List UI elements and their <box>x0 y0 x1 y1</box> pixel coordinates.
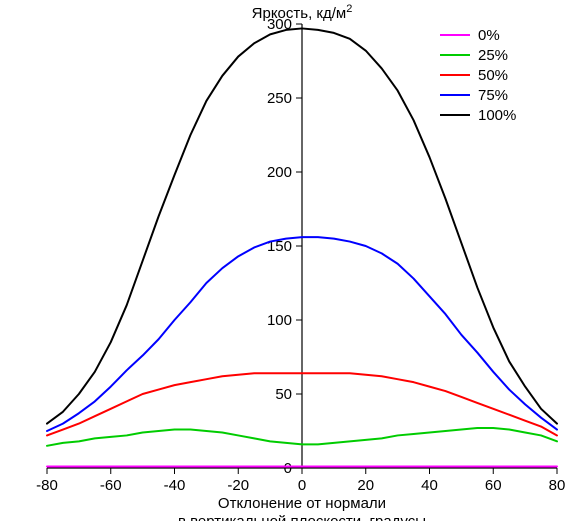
y-axis-title: Яркость, кд/м2 <box>252 3 353 22</box>
y-tick-label: 100 <box>267 312 292 329</box>
legend-label: 75% <box>478 87 508 104</box>
x-axis-title-line2: в вертикальной плоскости, градусы <box>178 513 426 521</box>
x-tick-label: 40 <box>421 477 438 494</box>
y-tick-label: 0 <box>284 460 292 477</box>
y-tick-label: 200 <box>267 164 292 181</box>
legend-label: 25% <box>478 47 508 64</box>
legend-label: 0% <box>478 27 500 44</box>
x-tick-label: -80 <box>36 477 58 494</box>
x-axis-title-line1: Отклонение от нормали <box>218 495 386 512</box>
x-tick-label: 60 <box>485 477 502 494</box>
chart-svg: -80-60-40-20020406080050100150200250300Я… <box>0 0 568 521</box>
x-tick-label: -40 <box>164 477 186 494</box>
x-tick-label: 20 <box>357 477 374 494</box>
legend-label: 50% <box>478 67 508 84</box>
y-tick-label: 250 <box>267 90 292 107</box>
x-tick-label: -60 <box>100 477 122 494</box>
x-tick-label: -20 <box>227 477 249 494</box>
brightness-chart: -80-60-40-20020406080050100150200250300Я… <box>0 0 568 521</box>
legend-label: 100% <box>478 107 516 124</box>
y-tick-label: 50 <box>275 386 292 403</box>
x-tick-label: 80 <box>549 477 566 494</box>
x-tick-label: 0 <box>298 477 306 494</box>
